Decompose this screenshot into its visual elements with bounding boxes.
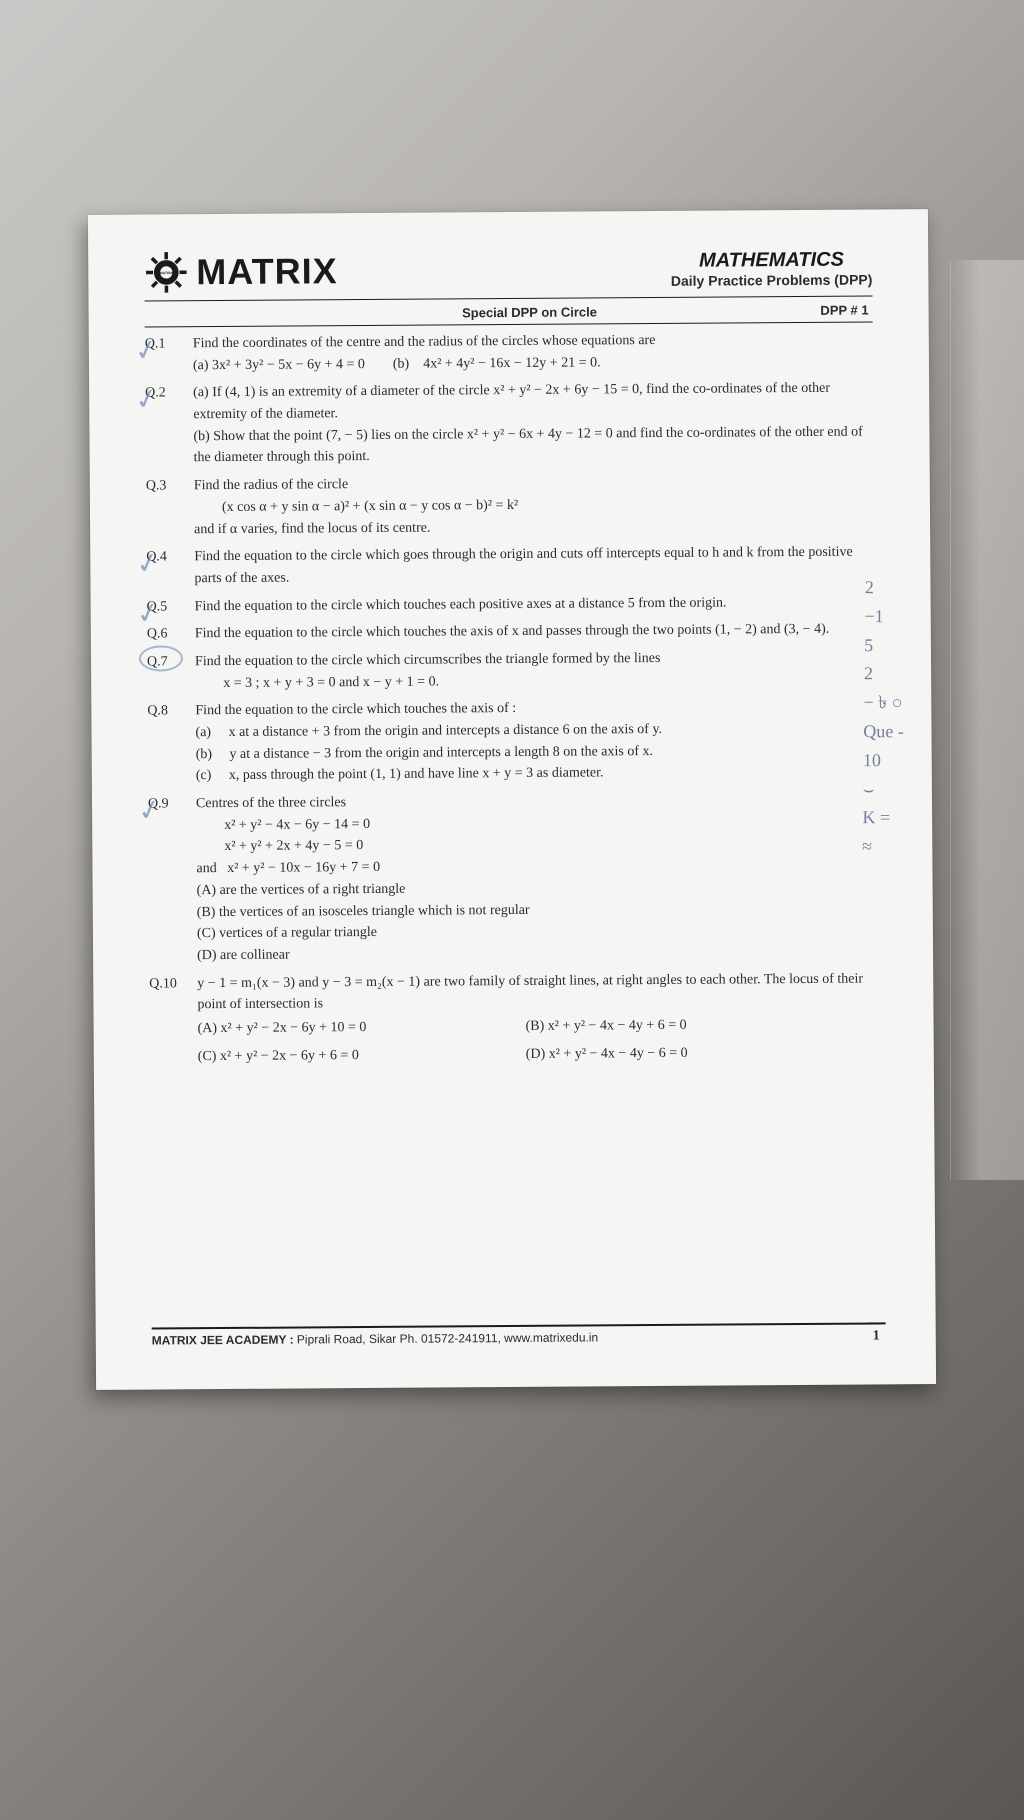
footer-text: MATRIX JEE ACADEMY : Piprali Road, Sikar… [152,1331,599,1348]
question-number: Q.5 [147,596,195,618]
question-text: y − 1 = m₁(x − 3) and y − 3 = m₂(x − 1) … [197,968,877,1016]
questions-list: ✓Q.1Find the coordinates of the centre a… [145,328,878,1067]
hand-note-line: − ৳ ○ [863,688,917,717]
sheet-id: DPP # 1 [820,302,868,317]
question-subline: (c) x, pass through the point (1, 1) and… [196,761,876,787]
question-row: Q.3Find the radius of the circle (x cos … [146,471,874,541]
mcq-option: (D) x² + y² − 4x − 4y − 6 = 0 [526,1041,826,1065]
question-subline: (b) Show that the point (7, − 5) lies on… [193,421,873,469]
hand-note-line: ⌣ [863,775,917,804]
brand-block: MATRIX MATRIX [144,249,338,294]
question-subline: (a) 3x² + 3y² − 5x − 6y + 4 = 0 (b) 4x² … [193,350,873,376]
question-row: ✓Q.2(a) If (4, 1) is an extremity of a d… [145,378,874,470]
hand-note-line: ≈ [862,832,916,861]
svg-text:MATRIX: MATRIX [160,271,174,275]
hand-note-line: 2 [864,659,918,688]
hand-note-line: Que - 10 [863,717,918,775]
question-subline: x = 3 ; x + y + 3 = 0 and x − y + 1 = 0. [195,668,875,694]
mcq-option-grid: (A) x² + y² − 2x − 6y + 10 = 0 (B) x² + y… [198,1013,878,1067]
question-number: Q.2 [145,383,194,470]
question-number: Q.1 [145,333,193,377]
question-number: Q.3 [146,475,194,540]
question-number: Q.7 [147,651,195,695]
mcq-option: (C) x² + y² − 2x − 6y + 6 = 0 [198,1044,498,1068]
subheader-row: Special DPP on Circle DPP # 1 [145,300,873,324]
brand-name: MATRIX [196,250,338,293]
question-number: Q.4 [146,546,194,590]
question-body: Find the radius of the circle (x cos α +… [194,471,874,541]
question-text: Find the equation to the circle which to… [195,591,875,617]
question-body: Centres of the three circles x² + y² − 4… [196,789,877,967]
question-subline: and if α varies, find the locus of its c… [194,514,874,540]
question-number: Q.6 [147,623,195,645]
question-text: Find the equation to the circle which to… [195,619,875,645]
question-row: Q.10y − 1 = m₁(x − 3) and y − 3 = m₂(x −… [149,968,878,1068]
series-line: Daily Practice Problems (DPP) [671,271,873,288]
question-text: (a) If (4, 1) is an extremity of a diame… [193,378,873,426]
hand-notes: 2−152− ৳ ○Que - 10⌣K =≈ [862,573,919,862]
subject-title: MATHEMATICS [671,248,873,272]
page-number: 1 [873,1329,880,1345]
question-row: ✓Q.4Find the equation to the circle whic… [146,542,874,590]
mcq-option: (A) x² + y² − 2x − 6y + 10 = 0 [198,1016,498,1040]
question-row: Q.8Find the equation to the circle which… [147,696,876,788]
question-number: Q.9 [148,793,197,967]
question-body: Find the equation to the circle which to… [195,591,875,617]
question-body: Find the equation to the circle which to… [195,619,875,645]
footer-row: MATRIX JEE ACADEMY : Piprali Road, Sikar… [152,1329,880,1350]
question-row: ✓Q.5Find the equation to the circle whic… [147,591,875,618]
notebook-edge [950,260,1024,1180]
hand-note-line: K = [862,803,916,832]
academy-address: Piprali Road, Sikar Ph. 01572-241911, ww… [297,1331,598,1347]
academy-name: MATRIX JEE ACADEMY : [152,1333,294,1348]
header-right: MATHEMATICS Daily Practice Problems (DPP… [671,248,873,288]
question-body: Find the coordinates of the centre and t… [193,328,873,376]
hand-note-line: 2 [865,573,919,602]
worksheet-subtitle: Special DPP on Circle [239,303,821,322]
page-footer: MATRIX JEE ACADEMY : Piprali Road, Sikar… [152,1323,880,1350]
gear-icon: MATRIX [144,250,188,294]
question-body: Find the equation to the circle which to… [195,696,876,787]
hand-note-line: −1 [864,602,918,631]
question-text: Find the equation to the circle which go… [194,542,874,590]
worksheet-page: MATRIX MATRIX MATHEMATICS Daily Practice… [88,209,936,1390]
question-number: Q.10 [149,973,198,1068]
hand-note-line: 5 [864,631,918,660]
question-row: Q.7Find the equation to the circle which… [147,646,875,694]
question-row: ✓Q.9Centres of the three circles x² + y²… [148,789,877,968]
question-number: Q.8 [147,701,196,788]
header-row: MATRIX MATRIX MATHEMATICS Daily Practice… [144,245,872,298]
question-body: y − 1 = m₁(x − 3) and y − 3 = m₂(x − 1) … [197,968,878,1067]
question-body: (a) If (4, 1) is an extremity of a diame… [193,378,874,469]
question-body: Find the equation to the circle which go… [194,542,874,590]
question-row: Q.6Find the equation to the circle which… [147,619,875,646]
question-body: Find the equation to the circle which ci… [195,646,875,694]
mcq-option: (B) x² + y² − 4x − 4y + 6 = 0 [526,1014,826,1038]
question-row: ✓Q.1Find the coordinates of the centre a… [145,328,873,376]
